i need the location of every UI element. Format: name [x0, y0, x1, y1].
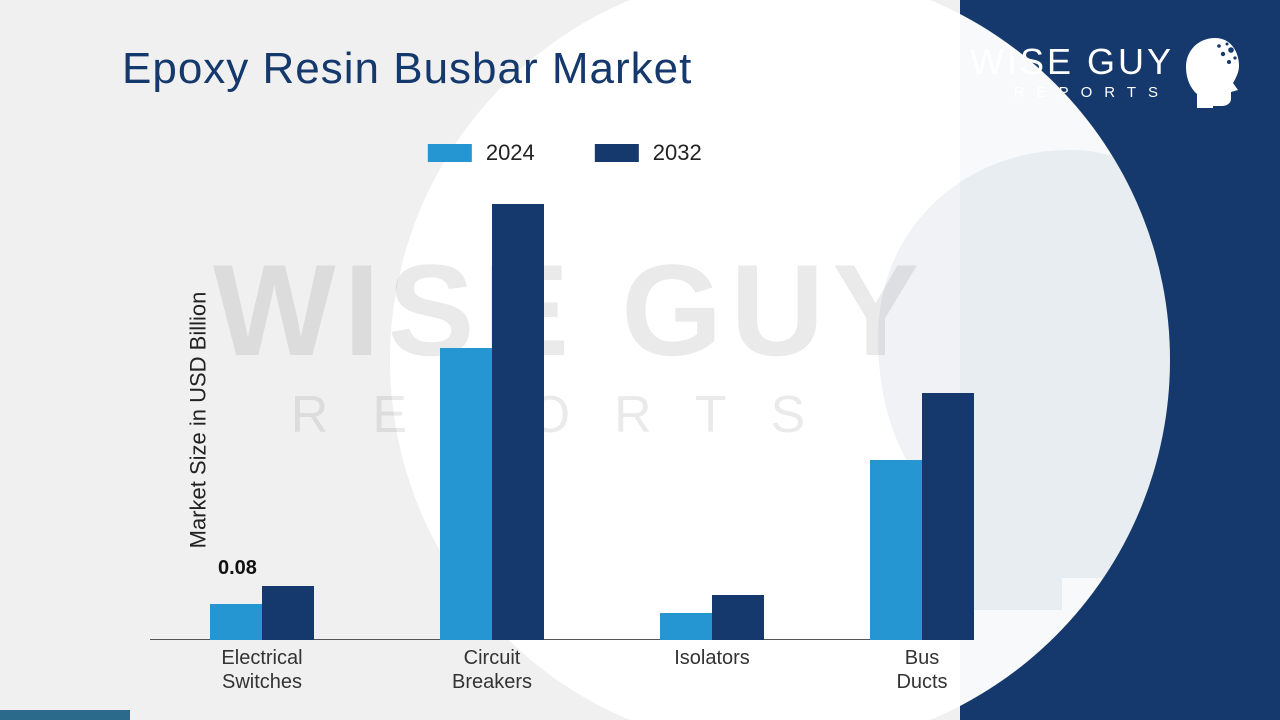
legend-item-2024: 2024	[428, 140, 535, 166]
brand-logo-sub: REPORTS	[1014, 84, 1170, 101]
bar-series-2024	[210, 604, 262, 640]
legend-label-2032: 2032	[653, 140, 702, 166]
bar-group: Circuit Breakers	[440, 204, 544, 641]
bar-series-2024	[660, 613, 712, 640]
bar-group: Electrical Switches0.08	[210, 586, 314, 640]
legend-item-2032: 2032	[595, 140, 702, 166]
chart-legend: 2024 2032	[428, 140, 702, 166]
bar-group: Isolators	[660, 595, 764, 640]
bar-group: Bus Ducts	[870, 393, 974, 641]
bar-series-2024	[440, 348, 492, 641]
brand-logo: WISE GUY REPORTS	[970, 36, 1260, 108]
bar-value-label: 0.08	[218, 557, 257, 580]
category-label: Isolators	[674, 640, 750, 670]
category-label: Electrical Switches	[221, 640, 302, 694]
legend-label-2024: 2024	[486, 140, 535, 166]
legend-swatch-2032	[595, 144, 639, 162]
bar-series-2032	[922, 393, 974, 641]
page-root: WISE GUY REPORTS Epoxy Resin Busbar Mark…	[0, 0, 1280, 720]
chart-container: Market Size in USD Billion 2024 2032 Ele…	[60, 140, 960, 700]
category-label: Circuit Breakers	[452, 640, 532, 694]
legend-swatch-2024	[428, 144, 472, 162]
bar-series-2032	[712, 595, 764, 640]
brand-head-icon	[1182, 36, 1244, 108]
page-title: Epoxy Resin Busbar Market	[122, 44, 692, 94]
bottom-left-accent	[0, 710, 130, 720]
category-label: Bus Ducts	[896, 640, 948, 694]
bar-series-2024	[870, 460, 922, 640]
brand-logo-text: WISE GUY REPORTS	[970, 44, 1174, 101]
bar-series-2032	[262, 586, 314, 640]
brand-logo-main: WISE GUY	[970, 44, 1174, 80]
bar-series-2032	[492, 204, 544, 641]
chart-plot-area: Electrical Switches0.08 Circuit Breakers I…	[150, 190, 960, 640]
